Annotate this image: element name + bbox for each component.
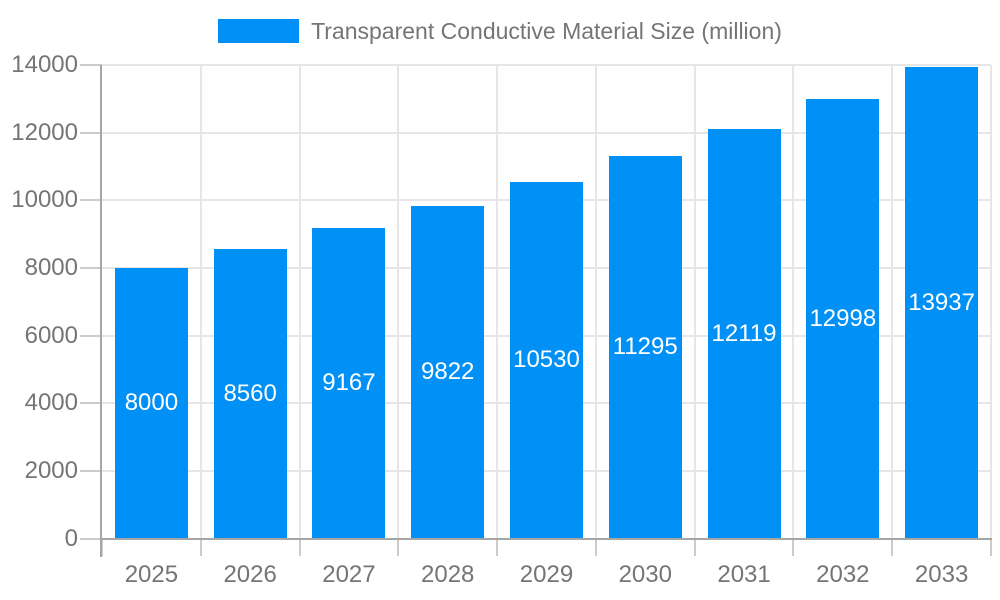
bar-value-label: 11295: [612, 333, 678, 361]
gridline-vertical: [594, 65, 597, 539]
bar[interactable]: [114, 267, 188, 539]
x-axis-label: 2030: [618, 560, 672, 588]
x-axis-tick: [298, 539, 301, 556]
y-axis-label: 8000: [24, 253, 78, 281]
y-axis-tick: [80, 64, 102, 66]
bar[interactable]: [608, 156, 682, 539]
y-axis-label: 14000: [11, 51, 78, 78]
y-axis-tick: [80, 469, 102, 472]
x-axis-label: 2032: [816, 560, 870, 588]
y-axis-tick: [80, 131, 102, 134]
y-axis-line: [100, 65, 102, 557]
gridline-vertical: [891, 65, 894, 539]
bar-value-label: 9167: [322, 369, 376, 397]
legend-swatch-icon: [218, 19, 300, 43]
x-axis-tick: [199, 539, 202, 556]
gridline-vertical: [199, 65, 202, 539]
x-axis-tick: [594, 539, 597, 556]
bar[interactable]: [806, 98, 880, 539]
x-axis-tick: [496, 539, 499, 556]
bar-value-label: 8560: [223, 379, 277, 407]
y-axis-tick: [80, 537, 102, 540]
x-axis-tick: [693, 539, 696, 556]
bar[interactable]: [510, 182, 583, 539]
x-axis-line: [100, 537, 992, 540]
legend-label: Transparent Conductive Material Size (mi…: [311, 18, 782, 44]
x-axis-tick: [891, 539, 894, 556]
bar[interactable]: [411, 206, 485, 539]
y-axis-tick: [80, 199, 102, 202]
x-axis-tick: [397, 539, 400, 556]
y-axis-label: 12000: [11, 118, 78, 146]
legend-item[interactable]: Transparent Conductive Material Size (mi…: [218, 17, 782, 45]
bar-value-label: 8000: [124, 389, 179, 417]
y-axis-tick: [80, 402, 102, 405]
gridline-vertical: [990, 65, 992, 539]
gridline-vertical: [298, 65, 301, 539]
gridline-horizontal: [102, 131, 991, 134]
bar-value-label: 9822: [421, 358, 475, 386]
gridline-vertical: [397, 65, 400, 539]
x-axis-tick: [792, 539, 795, 556]
y-axis-label: 0: [64, 524, 78, 552]
x-axis-tick: [101, 539, 103, 556]
x-axis-tick: [990, 539, 992, 556]
bar-value-label: 12998: [809, 304, 877, 332]
gridline-horizontal: [102, 64, 991, 66]
gridline-vertical: [693, 65, 696, 539]
x-axis-label: 2029: [519, 560, 574, 588]
y-axis-label: 10000: [11, 186, 78, 214]
x-axis-label: 2025: [124, 560, 179, 588]
bar-value-label: 13937: [908, 288, 975, 316]
gridline-vertical: [792, 65, 795, 539]
y-axis-tick: [80, 266, 102, 269]
bar-value-label: 12119: [711, 319, 777, 347]
x-axis-label: 2031: [717, 560, 771, 588]
x-axis-label: 2028: [421, 560, 475, 588]
bar[interactable]: [312, 228, 386, 539]
x-axis-label: 2026: [223, 560, 277, 588]
x-axis-label: 2033: [914, 560, 969, 588]
bar[interactable]: [905, 67, 979, 539]
legend: Transparent Conductive Material Size (mi…: [0, 17, 1000, 45]
bar[interactable]: [213, 248, 287, 539]
y-axis-tick: [80, 334, 102, 337]
y-axis-label: 6000: [24, 321, 78, 349]
y-axis-label: 4000: [24, 389, 78, 417]
bar[interactable]: [707, 128, 781, 539]
y-axis-label: 2000: [24, 456, 78, 484]
gridline-vertical: [496, 65, 499, 539]
bar-value-label: 10530: [513, 346, 580, 374]
x-axis-label: 2027: [322, 560, 376, 588]
